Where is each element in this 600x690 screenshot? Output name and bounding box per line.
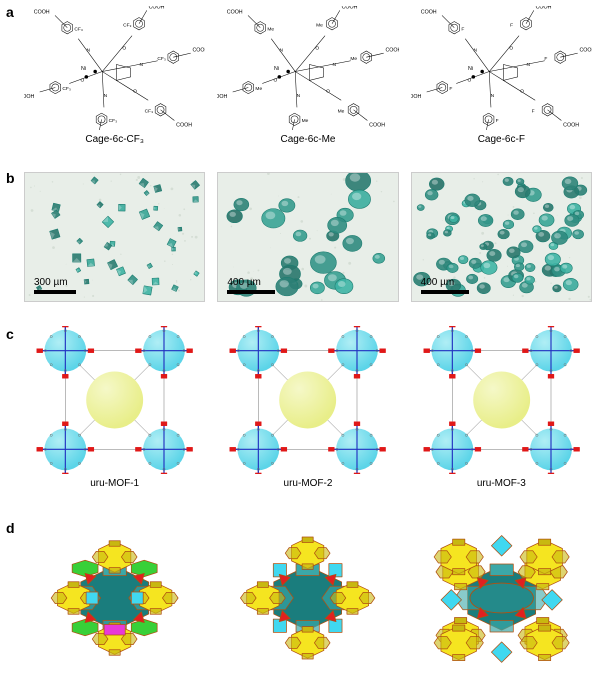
svg-text:CF₃: CF₃ xyxy=(109,118,117,124)
crystal-caption: uru-MOF-3 xyxy=(477,478,526,489)
chem-caption: Cage-6c-CF₃ xyxy=(85,134,144,145)
crystal-caption: uru-MOF-2 xyxy=(284,478,333,489)
svg-text:F: F xyxy=(461,26,464,32)
scale-bar xyxy=(421,290,469,294)
row-c: uru-MOF-1 uru-MOF-2 uru-MOF-3 xyxy=(24,326,592,502)
svg-text:N: N xyxy=(333,62,337,68)
chem-caption: Cage-6c-Me xyxy=(280,134,335,145)
topology-panel-1 xyxy=(217,528,398,678)
scale-label: 400 µm xyxy=(421,277,455,288)
row-label-b: b xyxy=(6,170,15,186)
micrograph-panel-0: 300 µm xyxy=(24,172,205,302)
svg-text:COOH: COOH xyxy=(563,123,579,129)
svg-text:F: F xyxy=(510,22,513,28)
svg-text:Me: Me xyxy=(268,26,275,32)
svg-text:F: F xyxy=(544,56,547,62)
svg-text:CF₃: CF₃ xyxy=(62,86,70,92)
topology-panel-2 xyxy=(411,528,592,678)
svg-text:O: O xyxy=(467,77,471,83)
svg-text:O: O xyxy=(133,88,137,94)
chem-panel-2: NiCOOHFNCOOHFOCOOHFNCOOHFOCOOHFNCOOHFOCa… xyxy=(411,6,592,166)
svg-text:F: F xyxy=(495,118,498,124)
svg-text:O: O xyxy=(316,45,320,51)
chem-panel-0: Ni COOH CF₃ N COOH CF₃ O COOH CF₃ N COOH CF₃ O COOH CF… xyxy=(24,6,205,166)
svg-text:COOH: COOH xyxy=(342,6,358,11)
svg-text:N: N xyxy=(473,47,477,53)
crystal-caption: uru-MOF-1 xyxy=(90,478,139,489)
chem-caption: Cage-6c-F xyxy=(478,134,525,145)
svg-text:COOH: COOH xyxy=(176,123,192,129)
svg-text:N: N xyxy=(490,93,494,99)
scale-bar xyxy=(34,290,76,294)
svg-text:O: O xyxy=(509,45,513,51)
svg-text:COOH: COOH xyxy=(369,123,385,129)
svg-text:Me: Me xyxy=(256,86,263,92)
svg-text:O: O xyxy=(327,88,331,94)
svg-text:COOH: COOH xyxy=(217,94,228,100)
svg-text:N: N xyxy=(280,47,284,53)
svg-text:CF₃: CF₃ xyxy=(157,56,165,62)
scale-label: 300 µm xyxy=(34,277,68,288)
micrograph-panel-2: 400 µm xyxy=(411,172,592,302)
row-a: Ni COOH CF₃ N COOH CF₃ O COOH CF₃ N COOH CF₃ O COOH CF… xyxy=(24,6,592,166)
svg-text:COOH: COOH xyxy=(227,10,243,16)
svg-text:Me: Me xyxy=(302,118,309,124)
row-label-d: d xyxy=(6,520,15,536)
svg-text:COOH: COOH xyxy=(420,10,436,16)
figure-root: a b c d Ni COOH CF₃ N COOH CF₃ O COOH CF₃ N COOH CF… xyxy=(0,0,600,690)
svg-text:Me: Me xyxy=(316,22,323,28)
svg-text:COOH: COOH xyxy=(535,6,551,11)
svg-text:O: O xyxy=(122,45,126,51)
crystal-panel-1: uru-MOF-2 xyxy=(217,326,398,502)
scale-bar xyxy=(227,290,275,294)
row-label-a: a xyxy=(6,4,14,20)
svg-text:COOH: COOH xyxy=(411,94,422,100)
scale-label: 400 µm xyxy=(227,277,261,288)
svg-text:CF₃: CF₃ xyxy=(123,22,131,28)
svg-text:COOH: COOH xyxy=(24,94,35,100)
svg-text:N: N xyxy=(526,62,530,68)
svg-text:COOH: COOH xyxy=(149,6,165,11)
topology-panel-0 xyxy=(24,528,205,678)
svg-text:F: F xyxy=(449,86,452,92)
svg-text:CF₃: CF₃ xyxy=(74,26,82,32)
crystal-panel-0: uru-MOF-1 xyxy=(24,326,205,502)
svg-text:N: N xyxy=(140,62,144,68)
svg-text:CF₃: CF₃ xyxy=(145,108,153,114)
svg-text:COOH: COOH xyxy=(34,10,50,16)
row-b: 300 µm 400 µm 400 µm xyxy=(24,172,592,302)
svg-text:O: O xyxy=(81,77,85,83)
crystal-panel-2: uru-MOF-3 xyxy=(411,326,592,502)
row-d xyxy=(24,528,592,678)
svg-text:N: N xyxy=(104,93,108,99)
svg-text:N: N xyxy=(87,47,91,53)
svg-text:N: N xyxy=(297,93,301,99)
row-label-c: c xyxy=(6,326,14,342)
svg-text:Ni: Ni xyxy=(274,66,279,72)
svg-text:COOH: COOH xyxy=(579,47,592,53)
svg-text:Me: Me xyxy=(338,108,345,114)
svg-text:COOH: COOH xyxy=(386,47,399,53)
svg-text:Me: Me xyxy=(351,56,358,62)
svg-text:F: F xyxy=(531,108,534,114)
micrograph-panel-1: 400 µm xyxy=(217,172,398,302)
svg-text:O: O xyxy=(274,77,278,83)
chem-panel-1: NiCOOHMeNCOOHMeOCOOHMeNCOOHMeOCOOHMeNCOO… xyxy=(217,6,398,166)
svg-text:COOH: COOH xyxy=(192,47,205,53)
svg-text:Ni: Ni xyxy=(468,66,473,72)
svg-text:O: O xyxy=(520,88,524,94)
svg-text:Ni: Ni xyxy=(81,66,86,72)
